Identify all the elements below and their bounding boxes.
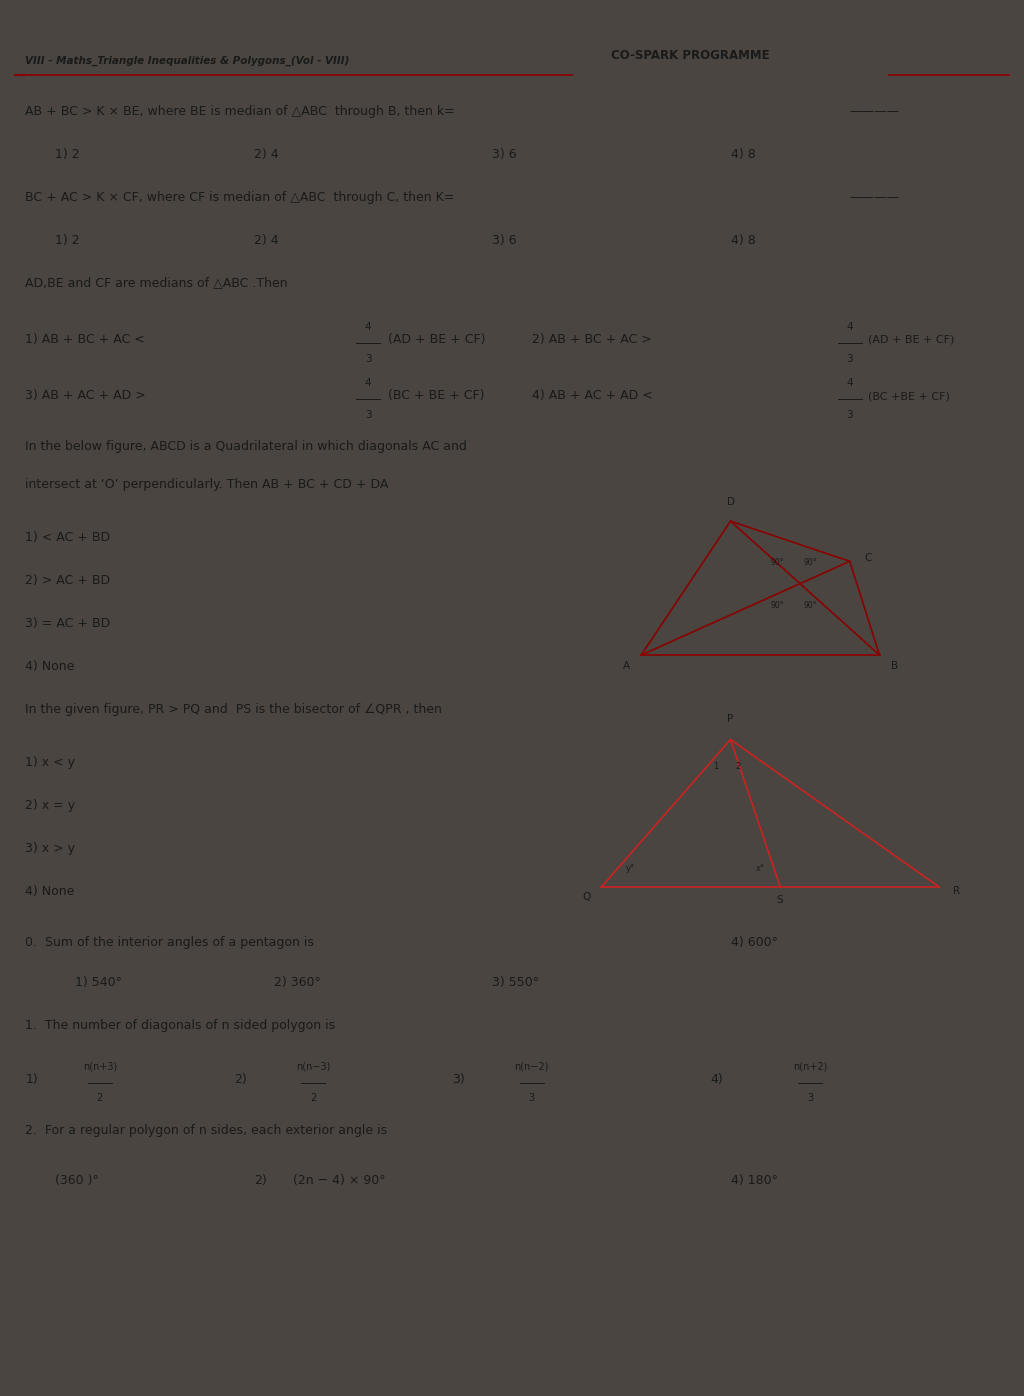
Text: 3: 3 [807,1093,813,1103]
Text: 1) < AC + BD: 1) < AC + BD [26,532,111,544]
Text: D: D [726,497,734,507]
Text: (2n − 4) × 90°: (2n − 4) × 90° [294,1174,386,1188]
Text: 2) 4: 2) 4 [254,148,279,161]
Text: 3: 3 [365,353,372,363]
Text: 1) 540°: 1) 540° [75,976,122,990]
Text: 3: 3 [528,1093,535,1103]
Text: y°: y° [627,864,635,872]
Text: 4) 600°: 4) 600° [730,935,777,949]
Text: 3) 550°: 3) 550° [493,976,540,990]
Text: 2) x = y: 2) x = y [26,800,76,812]
Text: ————: ———— [850,105,900,119]
Text: 2) AB + BC + AC >: 2) AB + BC + AC > [531,332,651,346]
Text: 2): 2) [233,1072,247,1086]
Text: In the given figure, PR > PQ and  PS is the bisector of ∠QPR , then: In the given figure, PR > PQ and PS is t… [26,702,442,716]
Text: 3) 6: 3) 6 [493,148,517,161]
Text: Q: Q [583,892,591,902]
Text: (360 )°: (360 )° [55,1174,99,1188]
Text: 2.  For a regular polygon of n sides, each exterior angle is: 2. For a regular polygon of n sides, eac… [26,1124,387,1136]
Text: 0.  Sum of the interior angles of a pentagon is: 0. Sum of the interior angles of a penta… [26,935,314,949]
Text: 1) AB + BC + AC <: 1) AB + BC + AC < [26,332,145,346]
Text: x°: x° [756,864,765,872]
Text: VIII - Maths_Triangle Inequalities & Polygons_(Vol - VIII): VIII - Maths_Triangle Inequalities & Pol… [26,56,349,67]
Text: C: C [864,553,871,564]
Text: 3) AB + AC + AD >: 3) AB + AC + AD > [26,389,146,402]
Text: 1.  The number of diagonals of n sided polygon is: 1. The number of diagonals of n sided po… [26,1019,336,1032]
Text: B: B [891,660,898,670]
Text: R: R [953,885,961,896]
Text: 4) 8: 4) 8 [730,233,756,247]
Text: 1) 2: 1) 2 [55,233,80,247]
Text: AB + BC > K × BE, where BE is median of △ABC  through B, then k=: AB + BC > K × BE, where BE is median of … [26,105,455,119]
Text: 1: 1 [713,762,718,771]
Text: 4) AB + AC + AD <: 4) AB + AC + AD < [531,389,652,402]
Text: In the below figure, ABCD is a Quadrilateral in which diagonals AC and: In the below figure, ABCD is a Quadrilat… [26,440,467,454]
Text: 3): 3) [453,1072,465,1086]
Text: 3: 3 [847,410,853,420]
Text: ————: ———— [850,191,900,204]
Text: n(n+2): n(n+2) [793,1062,827,1072]
Text: 2) 4: 2) 4 [254,233,279,247]
Text: 4): 4) [711,1072,723,1086]
Text: 2) > AC + BD: 2) > AC + BD [26,574,111,588]
Text: n(n−2): n(n−2) [515,1062,549,1072]
Text: 90°: 90° [803,600,817,610]
Text: 90°: 90° [803,558,817,567]
Text: 1) 2: 1) 2 [55,148,80,161]
Text: n(n+3): n(n+3) [83,1062,117,1072]
Text: 2) 360°: 2) 360° [273,976,321,990]
Text: 4: 4 [365,378,372,388]
Text: CO-SPARK PROGRAMME: CO-SPARK PROGRAMME [611,49,770,61]
Text: 4: 4 [847,322,853,332]
Text: 1) x < y: 1) x < y [26,757,76,769]
Text: (AD + BE + CF): (AD + BE + CF) [867,335,954,345]
Text: 3: 3 [847,353,853,363]
Text: 4) 180°: 4) 180° [730,1174,777,1188]
Text: n(n−3): n(n−3) [296,1062,331,1072]
Text: 3) x > y: 3) x > y [26,842,76,856]
Text: (BC + BE + CF): (BC + BE + CF) [388,389,484,402]
Text: 1): 1) [26,1072,38,1086]
Text: (BC +BE + CF): (BC +BE + CF) [867,391,949,401]
Text: 90°: 90° [770,558,784,567]
Text: intersect at ‘O’ perpendicularly. Then AB + BC + CD + DA: intersect at ‘O’ perpendicularly. Then A… [26,477,389,490]
Text: P: P [727,715,733,725]
Text: 2: 2 [310,1093,316,1103]
Text: 4) None: 4) None [26,660,75,673]
Text: 2: 2 [96,1093,103,1103]
Text: AD,BE and CF are medians of △ABC .Then: AD,BE and CF are medians of △ABC .Then [26,276,288,289]
Text: 4: 4 [847,378,853,388]
Text: A: A [623,660,630,670]
Text: 2): 2) [254,1174,266,1188]
Text: 4) 8: 4) 8 [730,148,756,161]
Text: 3) = AC + BD: 3) = AC + BD [26,617,111,630]
Text: S: S [777,895,783,905]
Text: 3: 3 [365,410,372,420]
Text: 4: 4 [365,322,372,332]
Text: 2: 2 [735,762,740,771]
Text: 4) None: 4) None [26,885,75,898]
Text: 3) 6: 3) 6 [493,233,517,247]
Text: BC + AC > K × CF, where CF is median of △ABC  through C, then K=: BC + AC > K × CF, where CF is median of … [26,191,455,204]
Text: 90°: 90° [770,600,784,610]
Text: (AD + BE + CF): (AD + BE + CF) [388,332,485,346]
